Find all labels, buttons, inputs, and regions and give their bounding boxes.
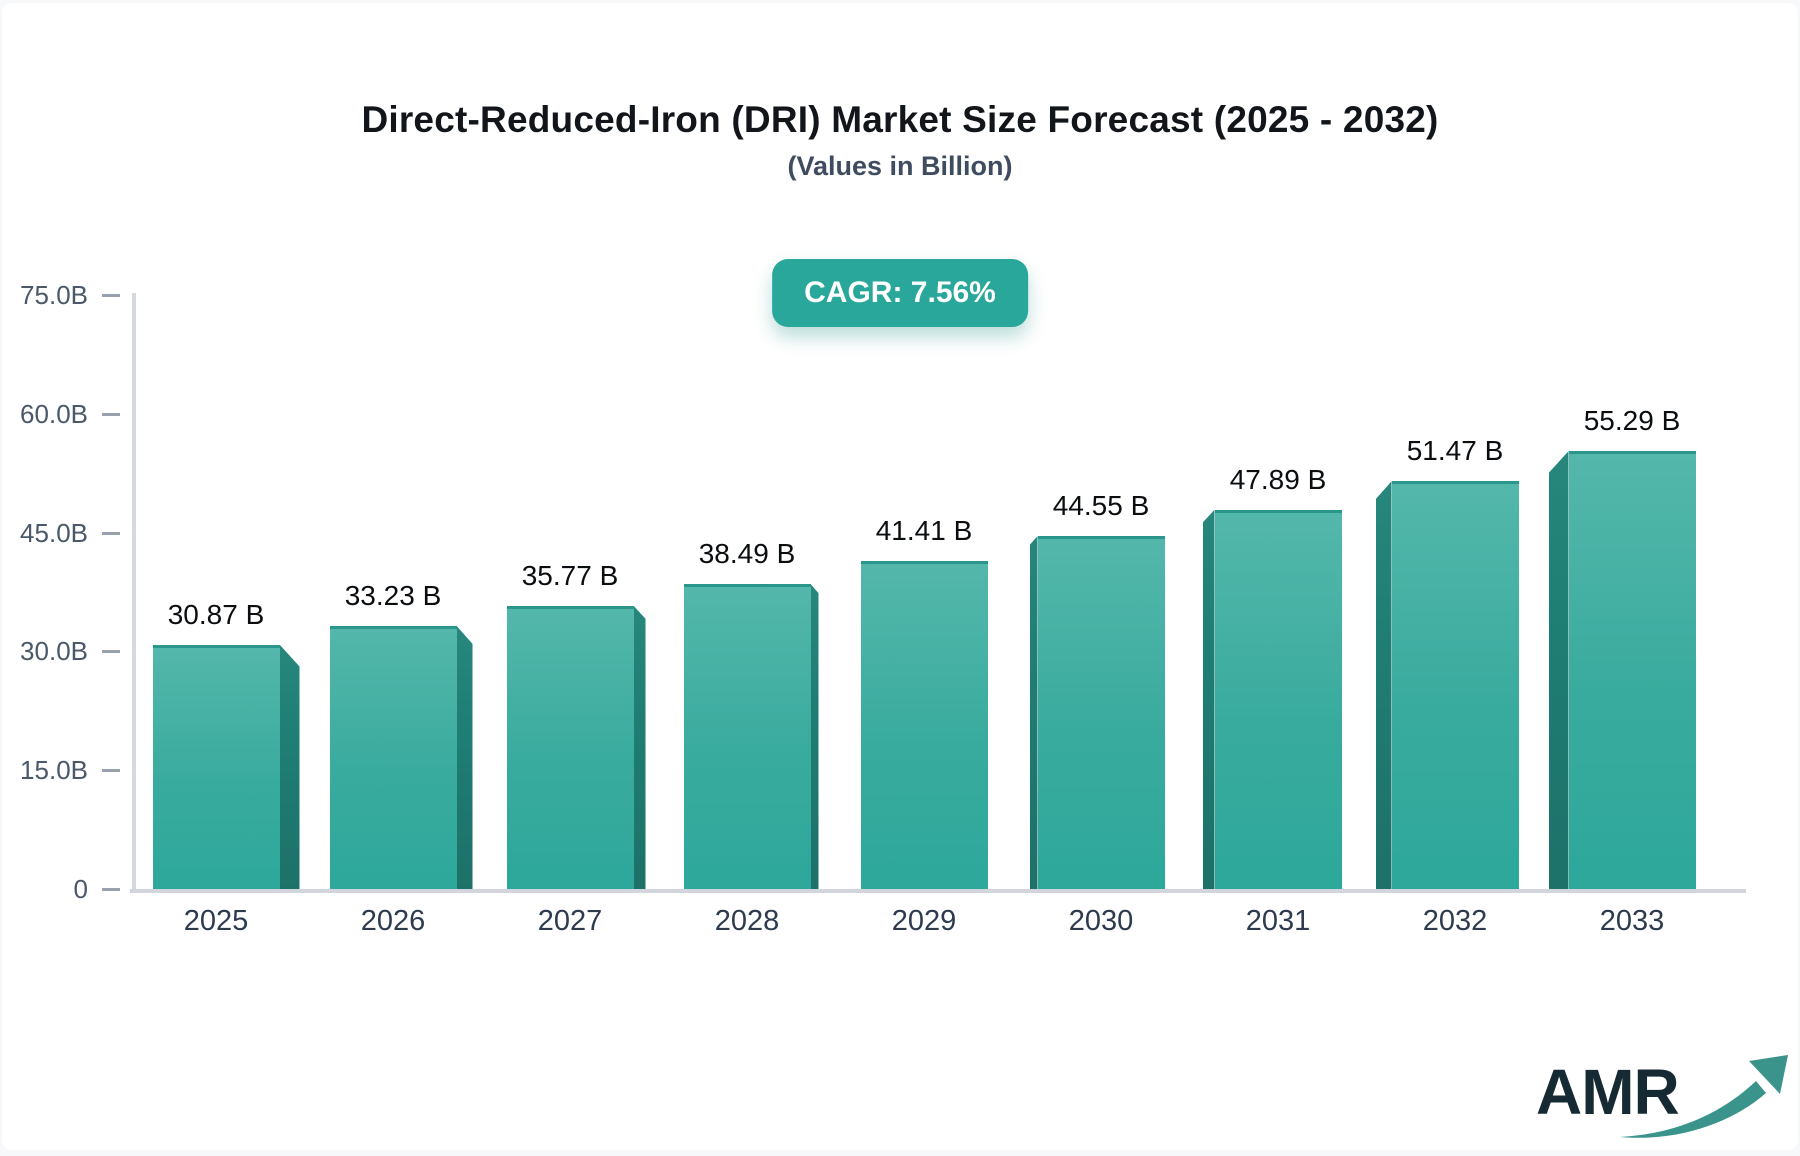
y-tick-mark <box>102 650 120 654</box>
bar <box>1568 451 1696 889</box>
bar-side-face <box>456 625 473 889</box>
x-axis-label: 2031 <box>1245 905 1311 937</box>
bar <box>329 625 457 889</box>
bar-value-label: 33.23 B <box>344 579 442 611</box>
bar <box>1037 536 1165 889</box>
bar-value-label: 41.41 B <box>875 515 973 547</box>
y-axis-line <box>132 293 136 891</box>
bar <box>506 605 634 889</box>
y-tick-mark <box>102 888 120 891</box>
chart-title: Direct-Reduced-Iron (DRI) Market Size Fo… <box>361 99 1439 140</box>
bar-side-face <box>633 605 646 889</box>
y-tick-mark <box>102 769 120 773</box>
cagr-badge: CAGR: 7.56% <box>772 259 1028 327</box>
x-axis-label: 2030 <box>1068 905 1134 937</box>
x-axis-label: 2025 <box>183 905 249 937</box>
x-axis-baseline <box>130 889 1746 893</box>
bar <box>860 561 988 889</box>
x-axis-label: 2033 <box>1599 905 1665 937</box>
x-axis-label: 2032 <box>1422 905 1488 937</box>
x-axis-label: 2028 <box>714 905 780 937</box>
y-tick-label: 30.0B <box>20 636 88 667</box>
bar <box>152 644 280 889</box>
y-tick-label: 75.0B <box>20 280 88 310</box>
bar-value-label: 44.55 B <box>1052 490 1150 522</box>
y-tick-label: 0 <box>73 874 88 904</box>
bar-value-label: 30.87 B <box>167 598 265 630</box>
bar-value-label: 55.29 B <box>1583 405 1681 437</box>
chart-card: Direct-Reduced-Iron (DRI) Market Size Fo… <box>2 3 1798 1150</box>
bar <box>1214 509 1342 889</box>
y-tick-mark <box>102 531 120 535</box>
bar <box>1391 481 1519 889</box>
y-tick-mark <box>102 412 120 416</box>
bar-value-label: 35.77 B <box>521 559 619 591</box>
growth-arrow-icon <box>1620 1055 1788 1138</box>
x-axis-label: 2029 <box>891 905 957 937</box>
chart-subtitle: (Values in Billion) <box>787 151 1013 181</box>
bar-side-face <box>279 644 300 889</box>
bar <box>683 584 811 889</box>
bar-side-face <box>810 584 819 889</box>
x-axis-label: 2027 <box>537 905 603 937</box>
bar-value-label: 51.47 B <box>1406 435 1504 467</box>
bar-side-face <box>1202 509 1215 889</box>
y-tick-label: 60.0B <box>20 398 88 429</box>
amr-logo-text: AMR <box>1536 1056 1680 1128</box>
y-tick-label: 15.0B <box>20 755 88 786</box>
y-tick-mark <box>102 294 120 297</box>
bar-side-face <box>1029 536 1038 889</box>
bar-side-face <box>1375 481 1392 889</box>
bar-value-label: 47.89 B <box>1229 463 1327 495</box>
x-axis-label: 2026 <box>360 905 426 937</box>
bar-value-label: 38.49 B <box>698 538 796 570</box>
bar-side-face <box>1548 451 1569 889</box>
amr-logo: AMR <box>1530 1045 1790 1145</box>
y-tick-label: 45.0B <box>20 517 88 548</box>
